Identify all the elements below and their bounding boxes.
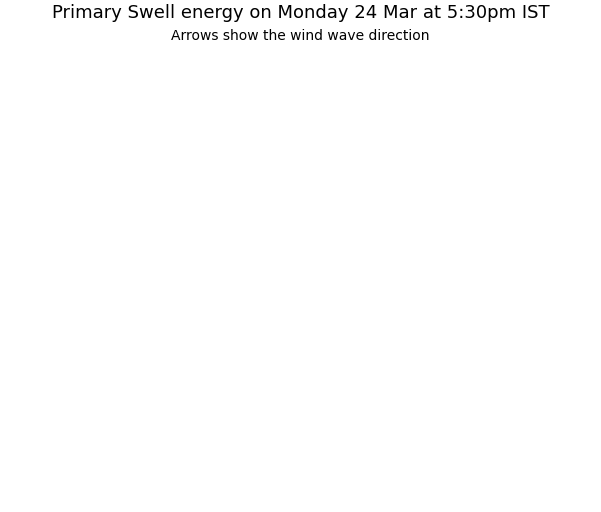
Text: Arrows show the wind wave direction: Arrows show the wind wave direction: [171, 29, 430, 43]
Text: Primary Swell energy on Monday 24 Mar at 5:30pm IST: Primary Swell energy on Monday 24 Mar at…: [52, 4, 549, 22]
